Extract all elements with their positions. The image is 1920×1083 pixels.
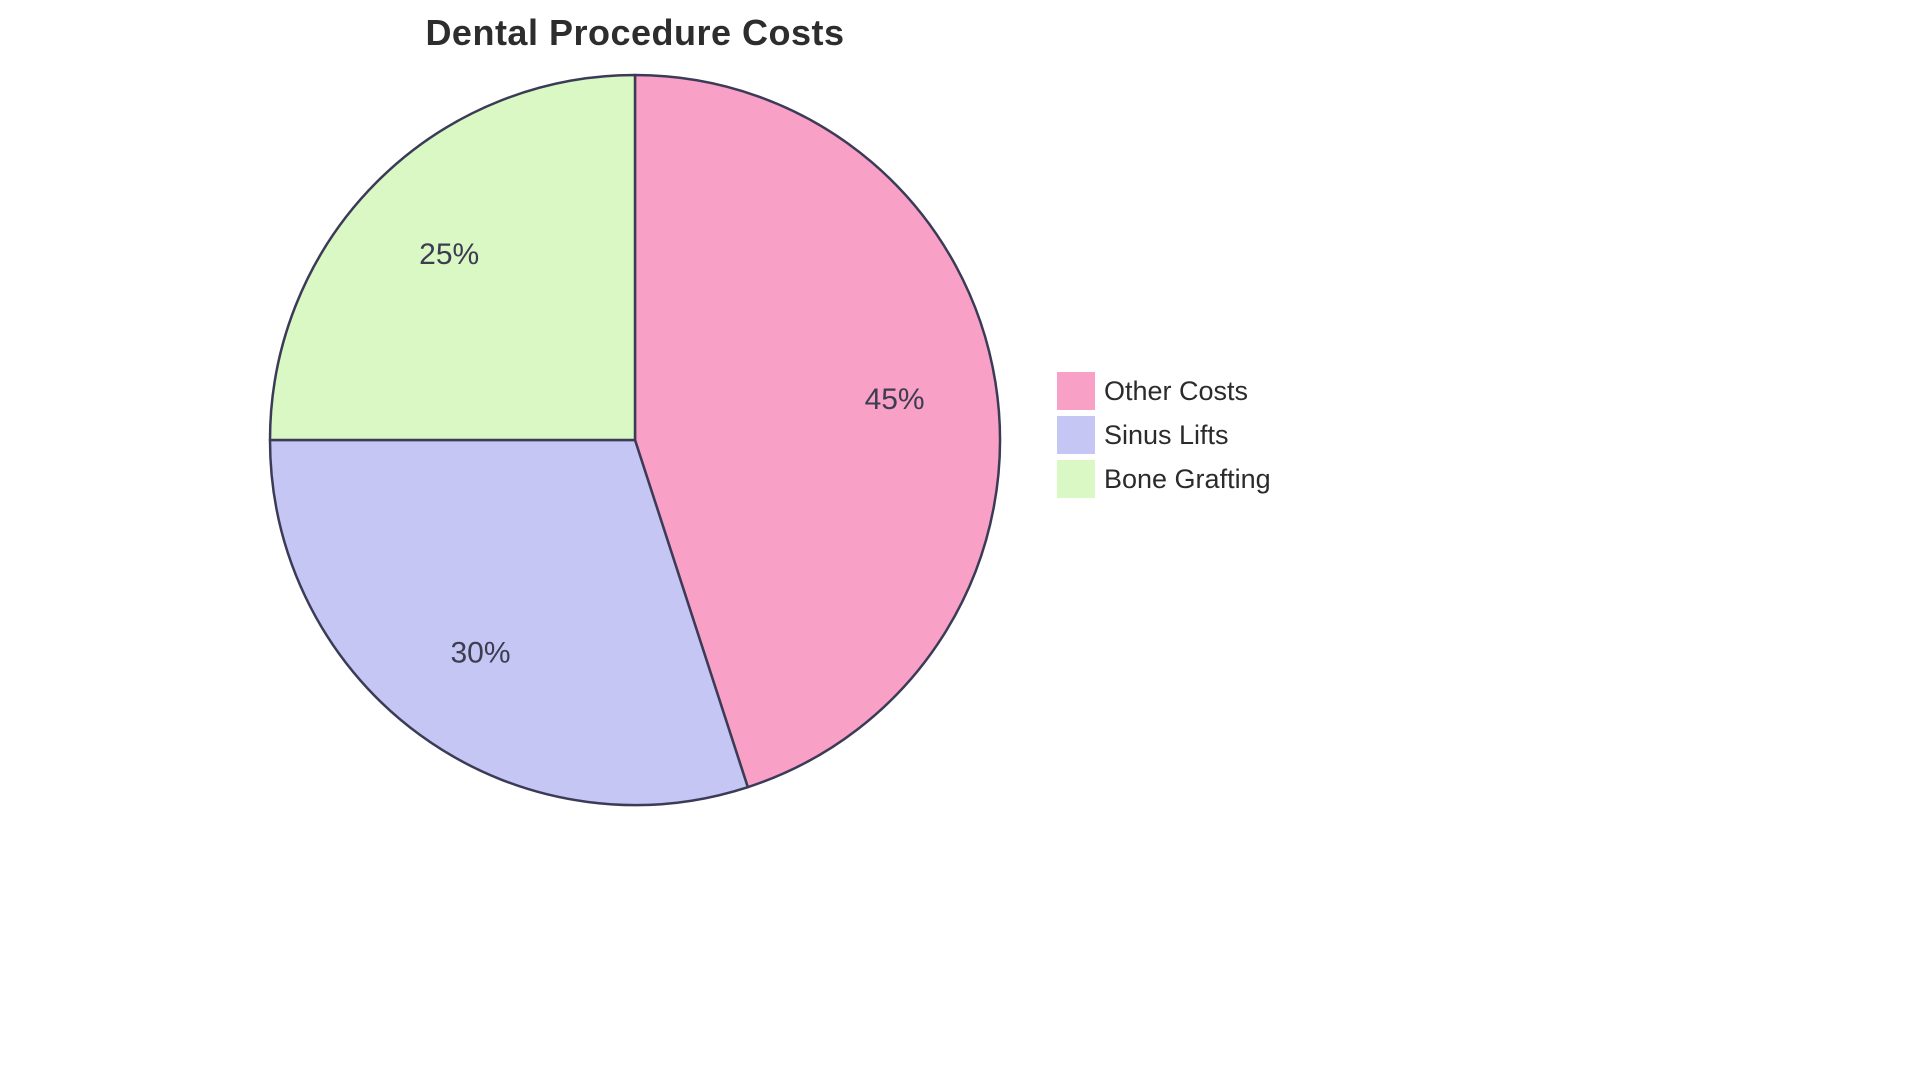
pie-slice-percent-label-bone-grafting: 25% [419,238,479,271]
pie-slice-percent-label-other-costs: 45% [865,383,925,416]
legend-swatch-other-costs [1057,372,1095,410]
legend-label-sinus-lifts: Sinus Lifts [1104,419,1229,450]
chart-legend: Other Costs Sinus Lifts Bone Grafting [1057,372,1271,498]
legend-swatch-bone-grafting [1057,460,1095,498]
legend-label-bone-grafting: Bone Grafting [1104,463,1271,494]
legend-item-bone-grafting: Bone Grafting [1057,460,1271,498]
legend-swatch-sinus-lifts [1057,416,1095,454]
legend-item-sinus-lifts: Sinus Lifts [1057,416,1271,454]
pie-slice-percent-label-sinus-lifts: 30% [450,637,510,670]
legend-label-other-costs: Other Costs [1104,375,1249,406]
pie-slice-other-costs [633,73,1002,789]
pie-slice-bone-grafting [268,73,637,442]
chart-title: Dental Procedure Costs [425,12,845,53]
pie-slice-sinus-lifts [268,438,750,807]
legend-item-other-costs: Other Costs [1057,372,1271,410]
